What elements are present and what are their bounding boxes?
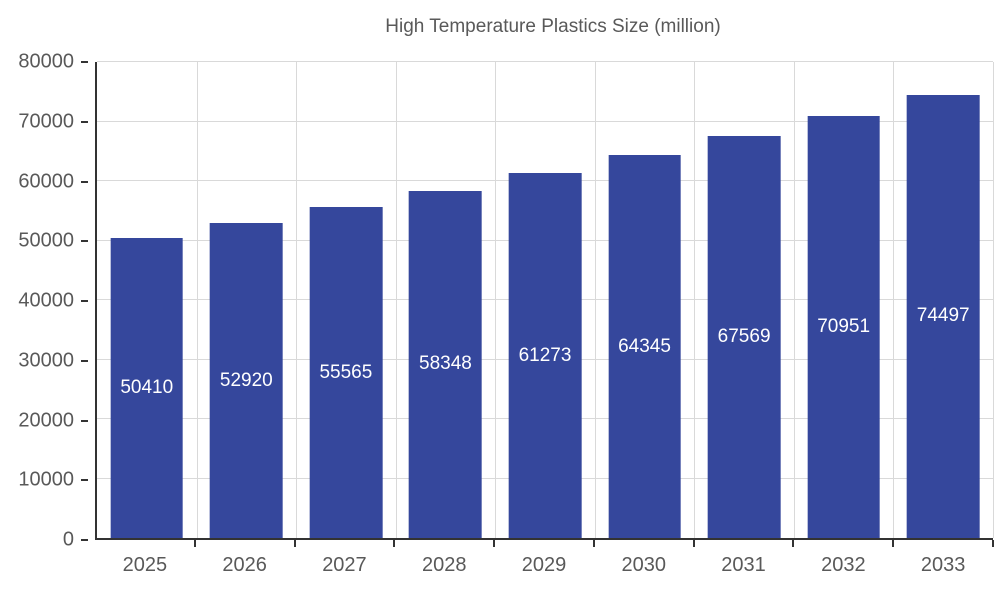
y-tick-label: 70000 bbox=[18, 110, 74, 133]
x-tick-mark bbox=[293, 540, 296, 547]
bar-value-label: 58348 bbox=[419, 353, 472, 375]
vertical-gridline bbox=[694, 62, 696, 538]
bar-value-label: 67569 bbox=[717, 325, 771, 347]
bar-value-label: 64345 bbox=[618, 335, 671, 357]
y-tick-label: 80000 bbox=[18, 50, 74, 73]
x-tick-label: 2031 bbox=[721, 554, 766, 576]
bar-value-label: 74497 bbox=[916, 305, 970, 327]
x-tick-label: 2027 bbox=[322, 554, 367, 576]
x-tick-mark bbox=[592, 540, 595, 547]
vertical-gridline bbox=[495, 62, 497, 538]
y-tick-mark bbox=[81, 120, 88, 123]
bar[interactable]: 61273 bbox=[508, 173, 582, 538]
x-tick-label: 2030 bbox=[621, 554, 667, 576]
gridline bbox=[97, 120, 993, 122]
bar-value-label: 70951 bbox=[817, 315, 871, 337]
bar[interactable]: 58348 bbox=[409, 190, 482, 538]
bar[interactable]: 55565 bbox=[309, 207, 383, 538]
bar-slot: 58348 bbox=[396, 62, 496, 538]
x-tick-label: 2025 bbox=[122, 554, 168, 576]
bar[interactable]: 70951 bbox=[807, 115, 880, 538]
bar-value-label: 61273 bbox=[518, 344, 572, 366]
bar[interactable]: 50410 bbox=[110, 238, 184, 538]
x-tick-mark bbox=[193, 540, 196, 547]
y-tick-label: 40000 bbox=[18, 289, 74, 312]
bar-value-label: 55565 bbox=[319, 361, 373, 383]
bar[interactable]: 52920 bbox=[209, 223, 283, 538]
bar-slot: 61273 bbox=[495, 62, 595, 538]
vertical-gridline bbox=[296, 62, 298, 538]
bar-slot: 55565 bbox=[296, 62, 396, 538]
bar-slot: 67569 bbox=[694, 62, 794, 538]
legend-swatch-icon bbox=[279, 14, 371, 40]
y-tick-label: 10000 bbox=[18, 468, 74, 491]
x-tick-mark bbox=[992, 540, 994, 547]
x-tick-mark bbox=[692, 540, 695, 547]
y-tick-label: 60000 bbox=[18, 170, 74, 192]
bar-slot: 74497 bbox=[893, 62, 993, 538]
x-tick-label: 2028 bbox=[421, 554, 467, 576]
bar-value-label: 50410 bbox=[120, 377, 174, 399]
legend[interactable]: High Temperature Plastics Size (million) bbox=[0, 14, 1000, 40]
bar-slot: 50410 bbox=[97, 62, 197, 538]
y-tick-mark bbox=[81, 539, 88, 541]
bar-slot: 64345 bbox=[595, 62, 695, 538]
y-tick-mark bbox=[81, 61, 88, 63]
y-tick-mark bbox=[81, 300, 88, 302]
bar-value-label: 52920 bbox=[219, 369, 273, 391]
y-tick-label: 30000 bbox=[18, 349, 74, 372]
y-tick-label: 50000 bbox=[18, 229, 74, 252]
y-tick-mark bbox=[81, 359, 88, 362]
y-axis: 0 10000 20000 30000 40000 50000 60000 70000 8000… bbox=[0, 51, 88, 551]
x-axis: 2025 2026 2027 2028 2029 2030 2031 2032 2033 bbox=[95, 540, 994, 590]
x-tick-label: 2033 bbox=[920, 554, 966, 576]
x-tick-mark bbox=[393, 540, 396, 547]
y-tick-mark bbox=[81, 180, 88, 183]
vertical-gridline bbox=[893, 62, 895, 538]
legend-label: High Temperature Plastics Size (million) bbox=[385, 16, 721, 37]
vertical-gridline bbox=[793, 62, 795, 538]
gridline bbox=[97, 61, 993, 62]
vertical-gridline bbox=[594, 62, 596, 538]
bar-slot: 52920 bbox=[197, 62, 297, 538]
y-tick-mark bbox=[81, 240, 88, 243]
vertical-gridline bbox=[993, 62, 994, 538]
bar[interactable]: 64345 bbox=[608, 155, 681, 538]
x-tick-label: 2026 bbox=[222, 554, 267, 576]
x-tick-mark bbox=[792, 540, 795, 547]
x-tick-mark bbox=[892, 540, 895, 547]
plot-area: 50410 52920 55565 58348 61273 64345 67569 70951… bbox=[95, 61, 994, 540]
y-tick-label: 20000 bbox=[18, 409, 74, 431]
x-tick-mark bbox=[493, 540, 496, 547]
bar-slot: 70951 bbox=[794, 62, 894, 538]
x-tick-label: 2029 bbox=[521, 554, 567, 576]
bar[interactable]: 67569 bbox=[707, 135, 781, 538]
vertical-gridline bbox=[196, 62, 198, 538]
y-tick-mark bbox=[81, 419, 88, 422]
y-tick-mark bbox=[81, 479, 88, 482]
x-tick-label: 2032 bbox=[821, 554, 866, 576]
bar[interactable]: 74497 bbox=[906, 94, 980, 538]
y-tick-label: 0 bbox=[62, 528, 74, 551]
vertical-gridline bbox=[395, 62, 397, 538]
